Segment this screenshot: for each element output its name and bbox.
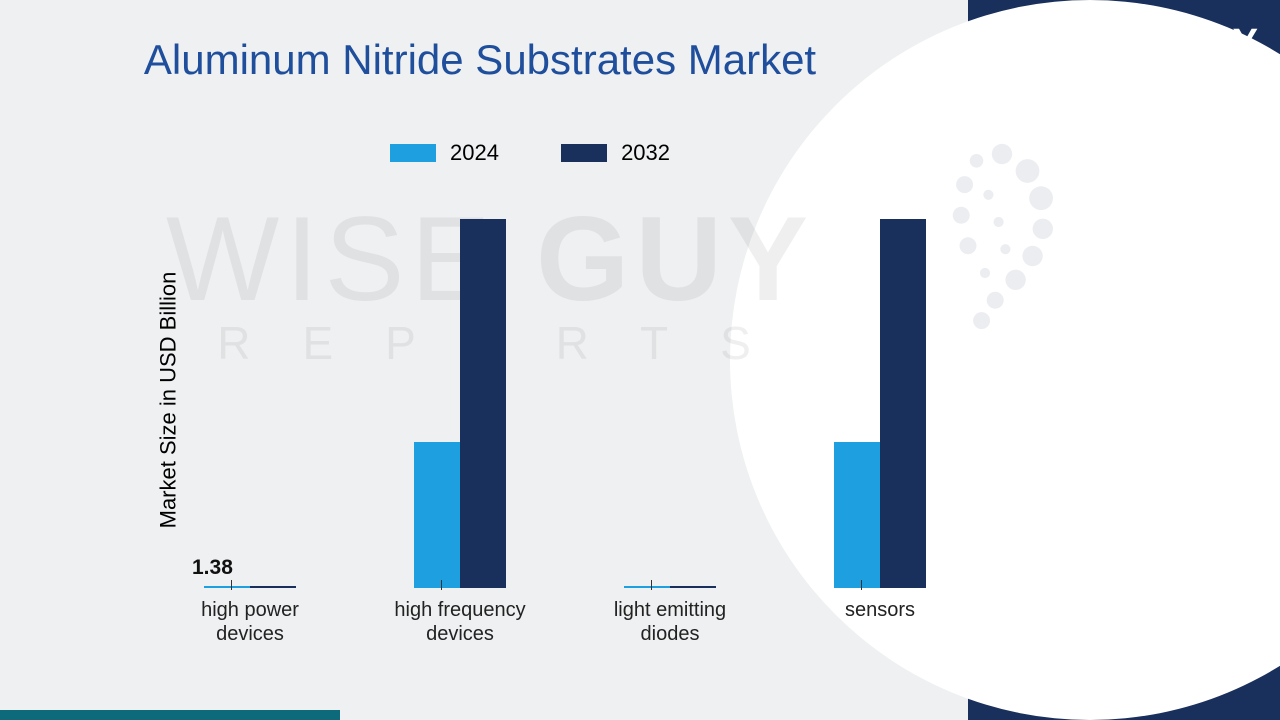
brand-wise: WISE	[1067, 22, 1172, 64]
legend-swatch-2024	[390, 144, 436, 162]
bar-2024	[414, 442, 460, 588]
brand-logo: WISEGUY REPORTS	[980, 22, 1260, 80]
x-category-label: high frequency devices	[380, 588, 540, 646]
bar-group	[815, 219, 945, 588]
legend-label-2024: 2024	[450, 140, 499, 166]
x-category-label: light emitting diodes	[590, 588, 750, 646]
legend-label-2032: 2032	[621, 140, 670, 166]
x-category-label: sensors	[800, 588, 960, 622]
bar-2032	[460, 219, 506, 588]
legend-item-2032: 2032	[561, 140, 670, 166]
x-category-label: high power devices	[170, 588, 330, 646]
data-annotation: 1.38	[192, 556, 233, 580]
bottom-accent-bar	[0, 710, 340, 720]
legend-item-2024: 2024	[390, 140, 499, 166]
bar-2032	[880, 219, 926, 588]
stage: WISEGUY REPORTS Aluminum Nitride Substra…	[0, 0, 1280, 720]
plot-area: 1.38 high power deviceshigh frequency de…	[130, 188, 950, 588]
chart-area: 2024 2032 Market Size in USD Billion 1.3…	[100, 140, 960, 660]
bar-2024	[834, 442, 880, 588]
chart-title: Aluminum Nitride Substrates Market	[0, 36, 960, 84]
legend-swatch-2032	[561, 144, 607, 162]
bar-group	[395, 219, 525, 588]
brand-head-icon	[1190, 40, 1254, 120]
legend: 2024 2032	[100, 140, 960, 168]
